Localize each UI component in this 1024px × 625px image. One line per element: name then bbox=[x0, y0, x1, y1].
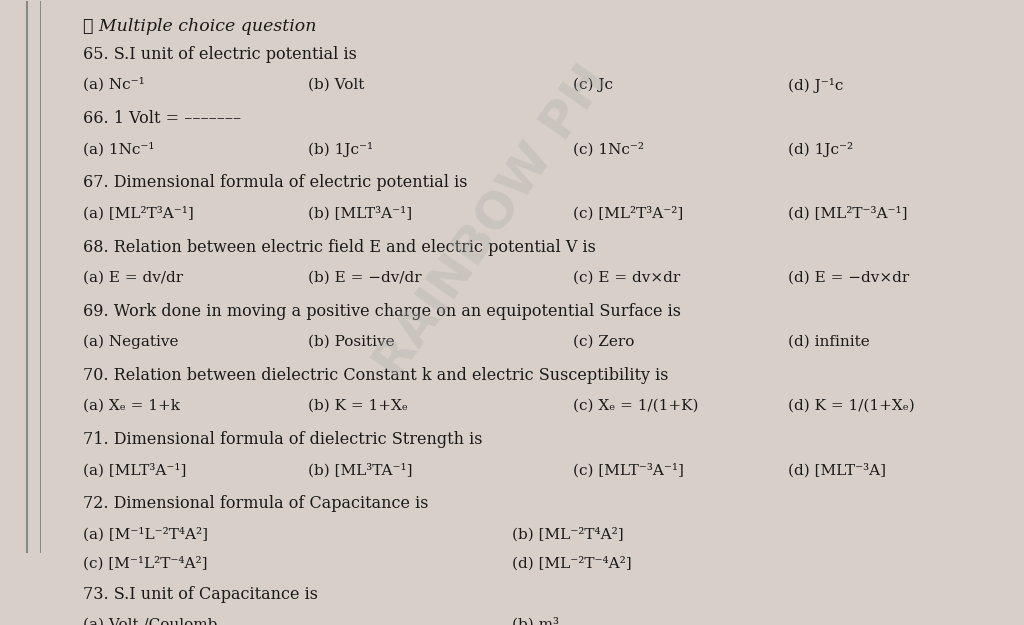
Text: (a) E = dv/dr: (a) E = dv/dr bbox=[83, 270, 183, 284]
Text: ❖ Multiple choice question: ❖ Multiple choice question bbox=[83, 18, 316, 35]
Text: (d) J⁻¹c: (d) J⁻¹c bbox=[787, 78, 843, 92]
Text: (b) [MLT³A⁻¹]: (b) [MLT³A⁻¹] bbox=[308, 206, 412, 221]
Text: (b) m³: (b) m³ bbox=[512, 618, 559, 625]
Text: (a) [MLT³A⁻¹]: (a) [MLT³A⁻¹] bbox=[83, 463, 186, 478]
Text: (b) [ML³TA⁻¹]: (b) [ML³TA⁻¹] bbox=[308, 463, 413, 478]
Text: (c) Xₑ = 1/(1+K): (c) Xₑ = 1/(1+K) bbox=[573, 399, 698, 412]
Text: (a) Xₑ = 1+k: (a) Xₑ = 1+k bbox=[83, 399, 180, 412]
Text: 72. Dimensional formula of Capacitance is: 72. Dimensional formula of Capacitance i… bbox=[83, 496, 429, 512]
Text: (c) 1Nc⁻²: (c) 1Nc⁻² bbox=[573, 142, 644, 156]
Text: (d) [MLT⁻³A]: (d) [MLT⁻³A] bbox=[787, 463, 886, 478]
Text: (c) Zero: (c) Zero bbox=[573, 334, 635, 349]
Text: 66. 1 Volt = –––––––: 66. 1 Volt = ––––––– bbox=[83, 110, 242, 127]
Text: (b) E = −dv/dr: (b) E = −dv/dr bbox=[308, 270, 422, 284]
Text: (d) K = 1/(1+Xₑ): (d) K = 1/(1+Xₑ) bbox=[787, 399, 914, 412]
Text: RAINBOW PH: RAINBOW PH bbox=[366, 57, 617, 387]
Text: 69. Work done in moving a positive charge on an equipotential Surface is: 69. Work done in moving a positive charg… bbox=[83, 302, 681, 320]
Text: 67. Dimensional formula of electric potential is: 67. Dimensional formula of electric pote… bbox=[83, 174, 468, 191]
Text: (c) Jc: (c) Jc bbox=[573, 78, 613, 92]
Text: (a) [ML²T³A⁻¹]: (a) [ML²T³A⁻¹] bbox=[83, 206, 194, 221]
Text: 73. S.I unit of Capacitance is: 73. S.I unit of Capacitance is bbox=[83, 586, 318, 603]
Text: 71. Dimensional formula of dielectric Strength is: 71. Dimensional formula of dielectric St… bbox=[83, 431, 482, 448]
Text: (a) Negative: (a) Negative bbox=[83, 334, 178, 349]
Text: 65. S.I unit of electric potential is: 65. S.I unit of electric potential is bbox=[83, 46, 357, 63]
Text: (c) E = dv×dr: (c) E = dv×dr bbox=[573, 270, 681, 284]
Text: (d) [ML²T⁻³A⁻¹]: (d) [ML²T⁻³A⁻¹] bbox=[787, 206, 907, 221]
Text: (a) 1Nc⁻¹: (a) 1Nc⁻¹ bbox=[83, 142, 155, 156]
Text: (d) 1Jc⁻²: (d) 1Jc⁻² bbox=[787, 142, 853, 157]
Text: (c) [M⁻¹L²T⁻⁴A²]: (c) [M⁻¹L²T⁻⁴A²] bbox=[83, 556, 208, 571]
Text: (a) Volt /Coulomb: (a) Volt /Coulomb bbox=[83, 618, 217, 625]
Text: (b) 1Jc⁻¹: (b) 1Jc⁻¹ bbox=[308, 142, 373, 157]
Text: 70. Relation between dielectric Constant k and electric Susceptibility is: 70. Relation between dielectric Constant… bbox=[83, 367, 669, 384]
Text: (d) E = −dv×dr: (d) E = −dv×dr bbox=[787, 270, 909, 284]
Text: (d) [ML⁻²T⁻⁴A²]: (d) [ML⁻²T⁻⁴A²] bbox=[512, 556, 632, 571]
Text: 68. Relation between electric field E and electric potential V is: 68. Relation between electric field E an… bbox=[83, 239, 596, 256]
Text: (d) infinite: (d) infinite bbox=[787, 334, 869, 349]
Text: (a) [M⁻¹L⁻²T⁴A²]: (a) [M⁻¹L⁻²T⁴A²] bbox=[83, 527, 208, 541]
Text: (b) [ML⁻²T⁴A²]: (b) [ML⁻²T⁴A²] bbox=[512, 527, 624, 541]
Text: (c) [MLT⁻³A⁻¹]: (c) [MLT⁻³A⁻¹] bbox=[573, 463, 684, 478]
Text: (c) [ML²T³A⁻²]: (c) [ML²T³A⁻²] bbox=[573, 206, 684, 221]
Text: (b) Volt: (b) Volt bbox=[308, 78, 365, 92]
Text: (a) Nc⁻¹: (a) Nc⁻¹ bbox=[83, 78, 144, 92]
Text: (b) K = 1+Xₑ: (b) K = 1+Xₑ bbox=[308, 399, 408, 412]
Text: (b) Positive: (b) Positive bbox=[308, 334, 394, 349]
